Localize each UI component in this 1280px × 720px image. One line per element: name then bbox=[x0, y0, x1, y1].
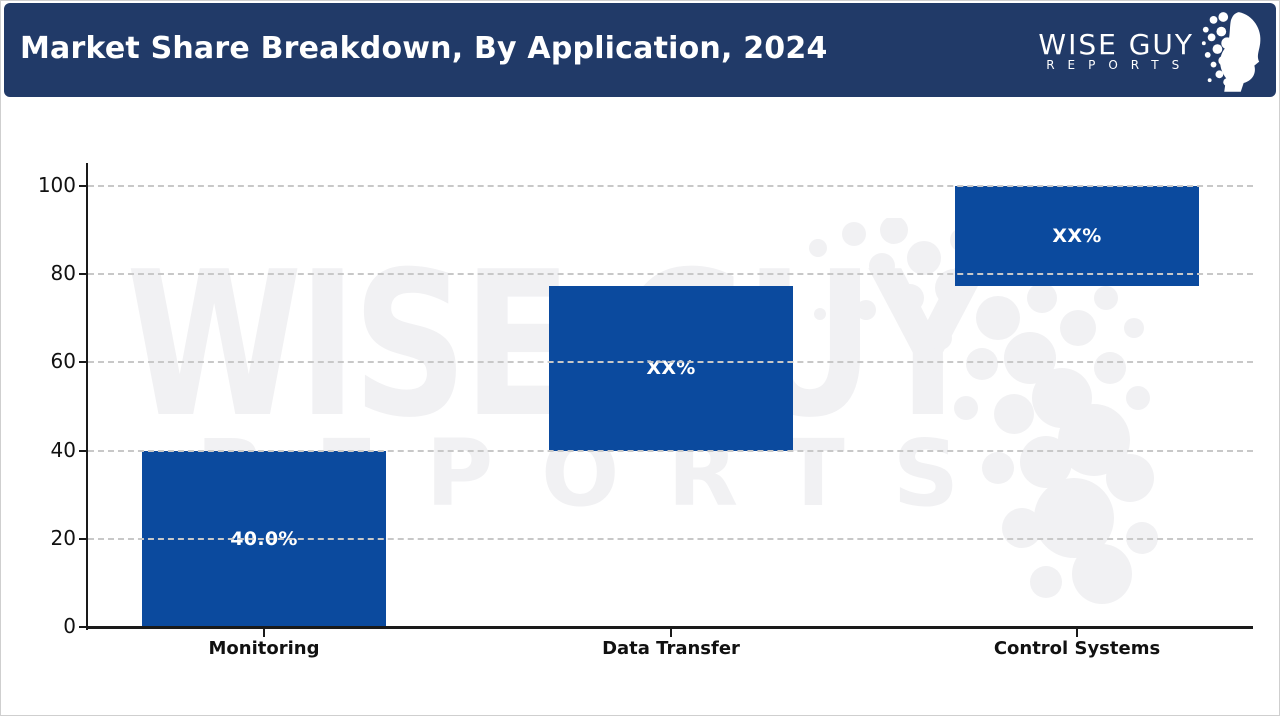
gridline bbox=[88, 449, 1253, 452]
y-tick-label: 0 bbox=[63, 614, 76, 638]
x-tick-mark bbox=[670, 628, 672, 637]
y-tick-label: 40 bbox=[50, 437, 76, 462]
gridline bbox=[88, 185, 1253, 187]
x-axis bbox=[85, 626, 1253, 629]
page-title: Market Share Breakdown, By Application, … bbox=[20, 31, 828, 67]
y-tick-mark bbox=[79, 185, 88, 187]
y-tick-mark bbox=[79, 273, 88, 276]
y-tick-label: 20 bbox=[50, 525, 76, 550]
y-tick-mark bbox=[79, 626, 88, 628]
logo-head-icon bbox=[1201, 12, 1261, 92]
header-band: Market Share Breakdown, By Application, … bbox=[4, 3, 1276, 97]
y-tick-label: 80 bbox=[50, 261, 76, 286]
gridline bbox=[88, 537, 1253, 540]
y-tick-label: 60 bbox=[50, 349, 76, 374]
brand-logo: WISE GUY REPORTS bbox=[1038, 9, 1266, 93]
y-tick-mark bbox=[79, 537, 88, 540]
category-label: Monitoring bbox=[208, 638, 320, 659]
category-label: Control Systems bbox=[993, 638, 1161, 659]
y-tick-mark bbox=[79, 361, 88, 364]
y-axis bbox=[85, 163, 88, 630]
bar: XX% bbox=[549, 286, 793, 451]
category-label: Data Transfer bbox=[602, 638, 740, 659]
gridline bbox=[88, 273, 1253, 276]
gridline bbox=[88, 361, 1253, 364]
logo-reports: REPORTS bbox=[1046, 58, 1193, 73]
y-tick-mark bbox=[79, 449, 88, 452]
bar: XX% bbox=[955, 186, 1199, 287]
y-tick-label: 100 bbox=[37, 173, 76, 197]
x-tick-mark bbox=[263, 628, 265, 637]
logo-wordmark: WISE GUY bbox=[1038, 27, 1194, 61]
bar-value-label: XX% bbox=[1052, 225, 1102, 248]
x-tick-mark bbox=[1076, 628, 1078, 637]
